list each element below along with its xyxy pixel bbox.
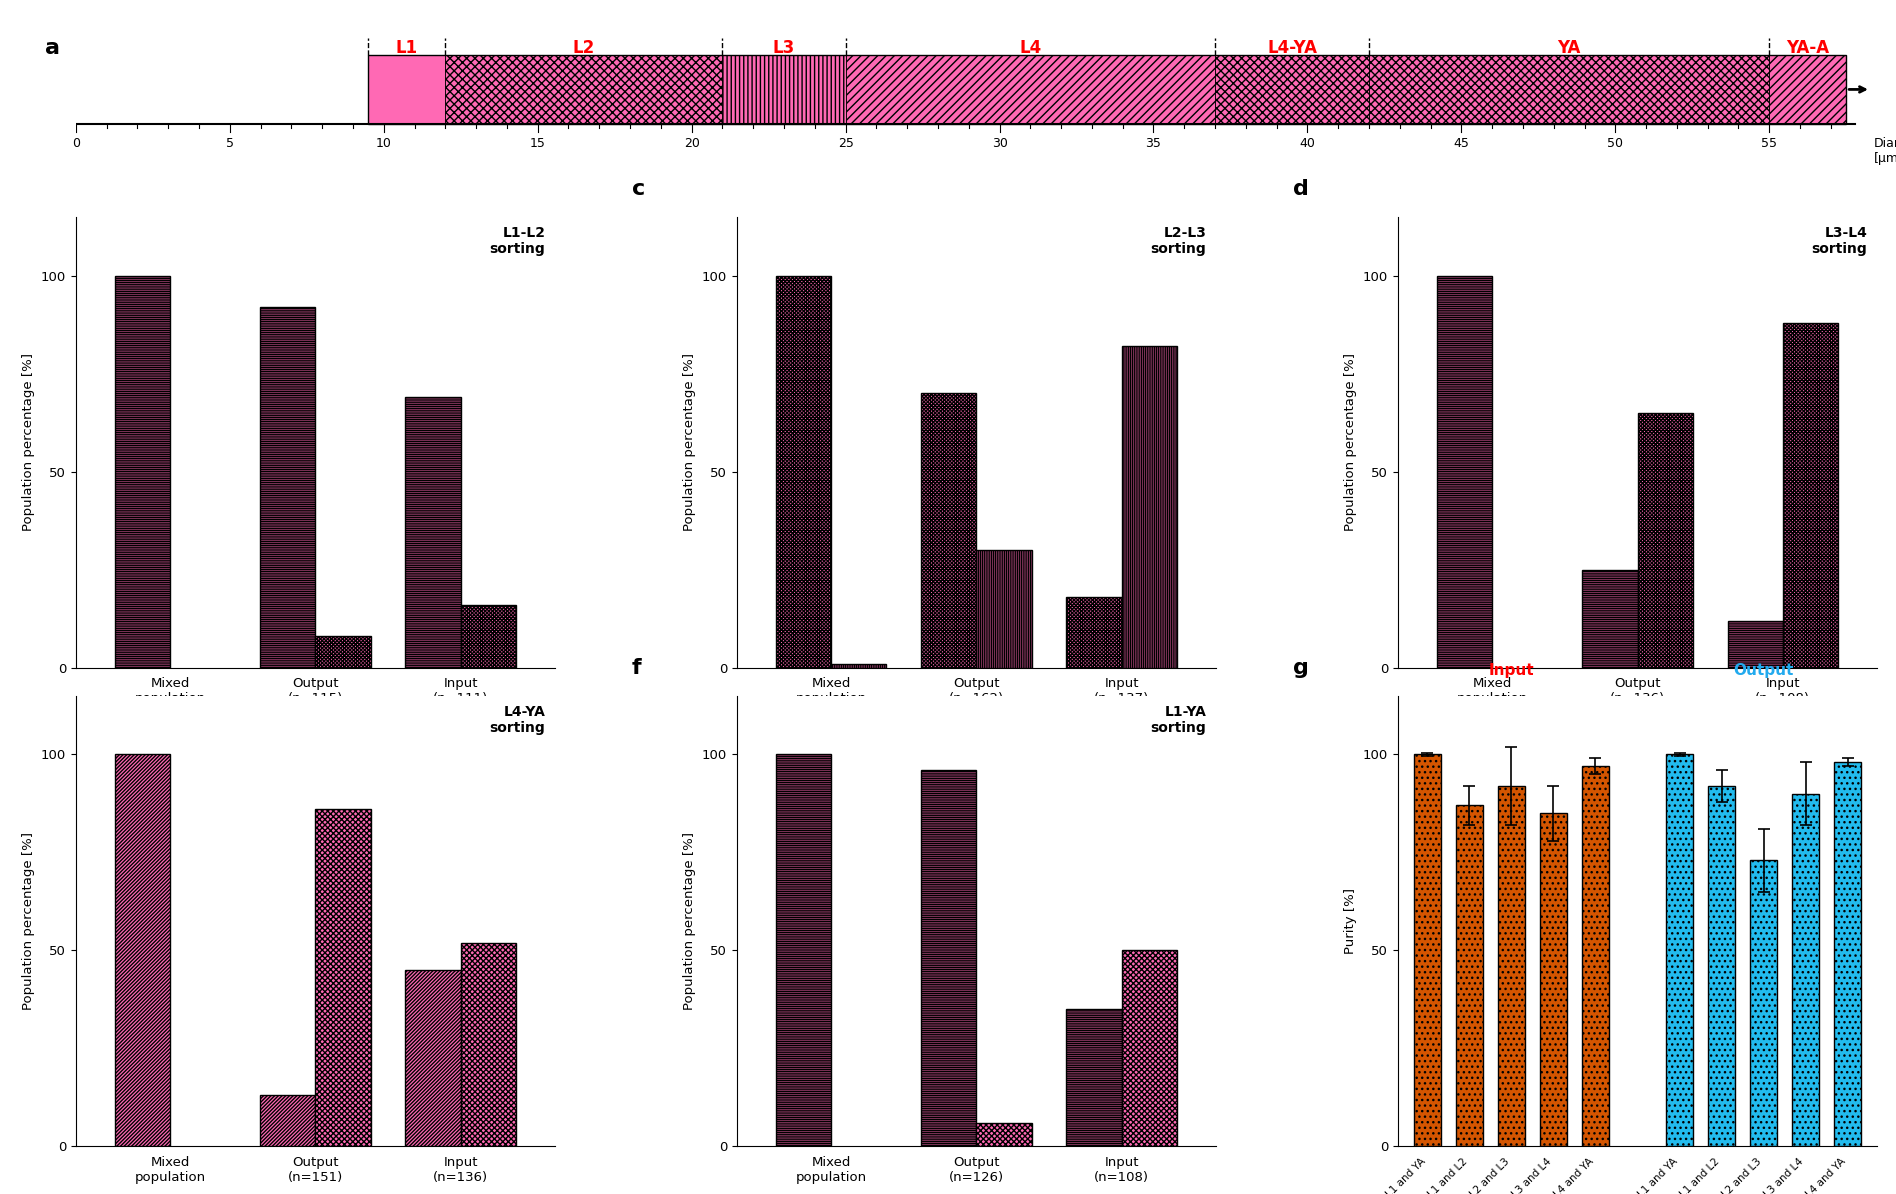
Bar bbox=[1583, 570, 1638, 667]
Bar bbox=[1369, 55, 1769, 124]
Bar bbox=[1122, 346, 1177, 667]
Bar bbox=[921, 770, 976, 1146]
Bar bbox=[1540, 813, 1568, 1146]
Bar bbox=[461, 605, 516, 667]
Bar bbox=[1066, 597, 1122, 667]
Text: 20: 20 bbox=[684, 137, 700, 150]
Text: 10: 10 bbox=[375, 137, 392, 150]
Bar bbox=[1638, 413, 1693, 667]
Bar bbox=[846, 55, 1215, 124]
Bar bbox=[1769, 55, 1847, 124]
Y-axis label: Population percentage [%]: Population percentage [%] bbox=[683, 353, 696, 531]
Bar bbox=[1215, 55, 1369, 124]
Text: 45: 45 bbox=[1454, 137, 1469, 150]
Text: YA-A: YA-A bbox=[1786, 39, 1830, 57]
Text: f: f bbox=[631, 658, 641, 678]
Text: L1-YA
sorting: L1-YA sorting bbox=[1151, 704, 1206, 736]
Text: 15: 15 bbox=[529, 137, 546, 150]
Text: L2: L2 bbox=[573, 39, 595, 57]
Bar bbox=[368, 55, 446, 124]
Bar bbox=[830, 664, 887, 667]
Bar bbox=[1708, 786, 1735, 1146]
Text: a: a bbox=[46, 38, 61, 57]
Text: L1: L1 bbox=[396, 39, 417, 57]
Text: L3-L4
sorting: L3-L4 sorting bbox=[1813, 226, 1868, 257]
Bar bbox=[976, 550, 1031, 667]
Y-axis label: Purity [%]: Purity [%] bbox=[1344, 888, 1358, 954]
Bar bbox=[368, 55, 1847, 124]
Bar bbox=[1727, 621, 1782, 667]
Y-axis label: Population percentage [%]: Population percentage [%] bbox=[23, 832, 36, 1010]
Text: 5: 5 bbox=[226, 137, 233, 150]
Text: L3: L3 bbox=[774, 39, 794, 57]
Bar bbox=[406, 970, 461, 1146]
Text: 0: 0 bbox=[72, 137, 80, 150]
Bar bbox=[260, 307, 315, 667]
Text: 50: 50 bbox=[1608, 137, 1623, 150]
Bar bbox=[1456, 806, 1483, 1146]
Bar bbox=[921, 393, 976, 667]
Text: 55: 55 bbox=[1761, 137, 1777, 150]
Y-axis label: Population percentage [%]: Population percentage [%] bbox=[23, 353, 36, 531]
Bar bbox=[1498, 786, 1524, 1146]
Text: Diameter
[μm]: Diameter [μm] bbox=[1873, 137, 1896, 165]
Bar bbox=[446, 55, 722, 124]
Text: Input: Input bbox=[1488, 663, 1534, 678]
Bar bbox=[1066, 1009, 1122, 1146]
Bar bbox=[1437, 276, 1492, 667]
Bar bbox=[1782, 322, 1837, 667]
Bar bbox=[406, 398, 461, 667]
Text: c: c bbox=[631, 179, 645, 199]
Bar bbox=[260, 1095, 315, 1146]
Bar bbox=[1122, 950, 1177, 1146]
Text: 30: 30 bbox=[992, 137, 1007, 150]
Bar bbox=[315, 636, 370, 667]
Bar bbox=[1750, 860, 1777, 1146]
Text: 35: 35 bbox=[1145, 137, 1162, 150]
Text: g: g bbox=[1293, 658, 1308, 678]
Bar bbox=[116, 755, 171, 1146]
Bar bbox=[315, 810, 370, 1146]
Bar bbox=[722, 55, 846, 124]
Bar bbox=[775, 276, 830, 667]
Bar bbox=[116, 276, 171, 667]
Text: Output: Output bbox=[1733, 663, 1794, 678]
Bar bbox=[1833, 762, 1862, 1146]
Bar bbox=[1667, 755, 1693, 1146]
Bar bbox=[976, 1122, 1031, 1146]
Text: 40: 40 bbox=[1299, 137, 1316, 150]
Text: L4-YA
sorting: L4-YA sorting bbox=[489, 704, 546, 736]
Bar bbox=[1414, 755, 1441, 1146]
Text: L1-L2
sorting: L1-L2 sorting bbox=[489, 226, 546, 257]
Text: YA: YA bbox=[1557, 39, 1581, 57]
Text: L2-L3
sorting: L2-L3 sorting bbox=[1151, 226, 1206, 257]
Text: d: d bbox=[1293, 179, 1308, 199]
Bar bbox=[1581, 767, 1610, 1146]
Y-axis label: Population percentage [%]: Population percentage [%] bbox=[683, 832, 696, 1010]
Text: L4-YA: L4-YA bbox=[1267, 39, 1318, 57]
Bar bbox=[775, 755, 830, 1146]
Text: L4: L4 bbox=[1020, 39, 1041, 57]
Bar bbox=[1792, 794, 1820, 1146]
Bar bbox=[461, 942, 516, 1146]
Text: 25: 25 bbox=[838, 137, 853, 150]
Y-axis label: Population percentage [%]: Population percentage [%] bbox=[1344, 353, 1358, 531]
